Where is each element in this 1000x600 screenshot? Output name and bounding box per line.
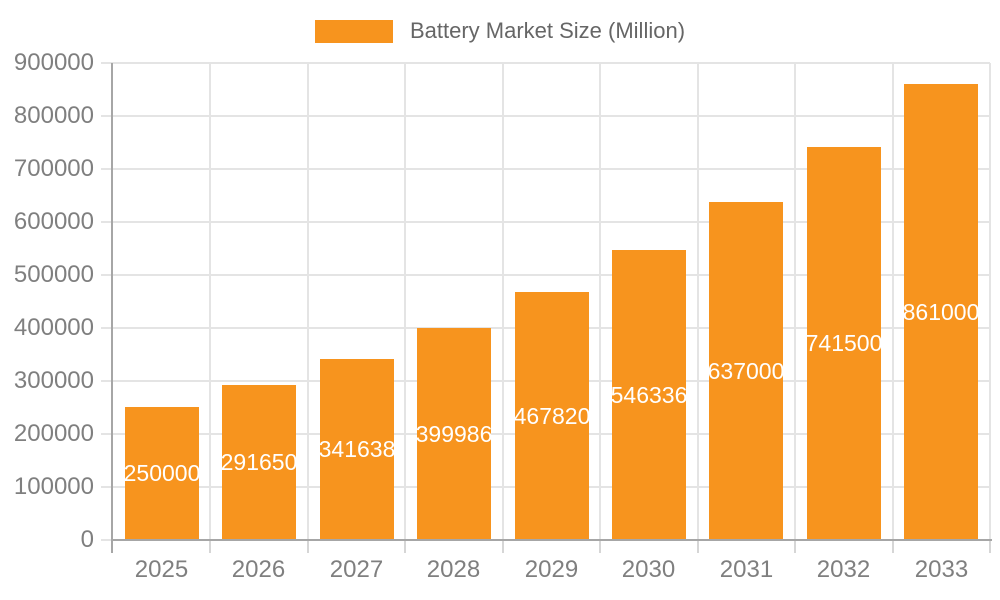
x-tick-label: 2025 xyxy=(134,556,189,583)
x-axis-tick xyxy=(794,540,796,553)
x-axis-tick xyxy=(502,540,504,553)
bar-2033[interactable] xyxy=(904,84,978,540)
x-axis-tick xyxy=(599,540,601,553)
x-tick-label: 2033 xyxy=(914,556,969,583)
legend-swatch xyxy=(314,19,393,43)
bar-value-label: 546336 xyxy=(610,381,688,408)
y-axis-tick xyxy=(101,115,113,117)
y-tick-label: 100000 xyxy=(13,473,94,500)
bar-2026[interactable] xyxy=(222,385,296,540)
y-tick-label: 200000 xyxy=(13,420,94,447)
y-axis-tick xyxy=(101,274,113,276)
y-axis-tick xyxy=(101,486,113,488)
y-tick-label: 0 xyxy=(80,526,94,553)
bar-2029[interactable] xyxy=(515,292,589,540)
y-tick-label: 300000 xyxy=(13,367,94,394)
bar-value-label: 341638 xyxy=(318,436,396,462)
y-axis-tick xyxy=(101,380,113,382)
bar-value-label: 291650 xyxy=(220,449,298,475)
gridline-horizontal xyxy=(113,168,990,170)
bar-2027[interactable] xyxy=(320,359,394,540)
x-axis-tick xyxy=(892,540,894,553)
y-tick-label: 800000 xyxy=(13,102,94,129)
y-axis-tick xyxy=(101,539,113,541)
gridline-vertical xyxy=(697,63,699,540)
bar-value-label: 637000 xyxy=(707,357,785,384)
bar-value-label: 741500 xyxy=(805,330,883,356)
x-axis-tick xyxy=(989,540,991,553)
bar-2031[interactable] xyxy=(709,202,783,540)
bar-2025[interactable] xyxy=(125,407,199,540)
x-axis-tick xyxy=(404,540,406,553)
x-tick-label: 2031 xyxy=(719,556,774,583)
x-tick-label: 2028 xyxy=(426,556,481,583)
gridline-vertical xyxy=(989,63,991,540)
bar-value-label: 467820 xyxy=(513,402,591,429)
y-tick-label: 700000 xyxy=(13,155,94,182)
x-axis-tick xyxy=(697,540,699,553)
bar-2028[interactable] xyxy=(417,328,491,540)
y-tick-label: 500000 xyxy=(13,261,94,288)
y-axis-tick xyxy=(101,62,113,64)
y-tick-label: 900000 xyxy=(13,49,94,76)
gridline-vertical xyxy=(502,63,504,540)
gridline-horizontal xyxy=(113,62,990,64)
x-axis-tick xyxy=(307,540,309,553)
legend-label: Battery Market Size (Million) xyxy=(409,18,686,43)
gridline-vertical xyxy=(794,63,796,540)
gridline-vertical xyxy=(209,63,211,540)
bar-2030[interactable] xyxy=(612,250,686,540)
x-tick-label: 2029 xyxy=(524,556,579,583)
x-tick-label: 2030 xyxy=(621,556,676,583)
gridline-vertical xyxy=(599,63,601,540)
gridline-horizontal xyxy=(113,274,990,276)
y-axis-tick xyxy=(101,433,113,435)
bar-value-label: 861000 xyxy=(902,298,980,325)
y-tick-label: 600000 xyxy=(13,208,94,235)
y-axis-line xyxy=(111,63,113,553)
x-tick-label: 2027 xyxy=(329,556,384,583)
gridline-vertical xyxy=(892,63,894,540)
y-axis-tick xyxy=(101,168,113,170)
gridline-vertical xyxy=(307,63,309,540)
bar-value-label: 399986 xyxy=(415,420,493,447)
x-axis-tick xyxy=(209,540,211,553)
x-tick-label: 2032 xyxy=(816,556,871,583)
gridline-horizontal xyxy=(113,115,990,117)
gridline-vertical xyxy=(404,63,406,540)
chart-legend[interactable]: Battery Market Size (Million) xyxy=(0,18,1000,44)
x-axis-line xyxy=(111,539,992,541)
y-tick-label: 400000 xyxy=(13,314,94,341)
x-tick-label: 2026 xyxy=(231,556,286,583)
bar-value-label: 250000 xyxy=(123,460,201,486)
gridline-horizontal xyxy=(113,221,990,223)
y-axis-tick xyxy=(101,221,113,223)
bar-2032[interactable] xyxy=(807,147,881,540)
y-axis-tick xyxy=(101,327,113,329)
